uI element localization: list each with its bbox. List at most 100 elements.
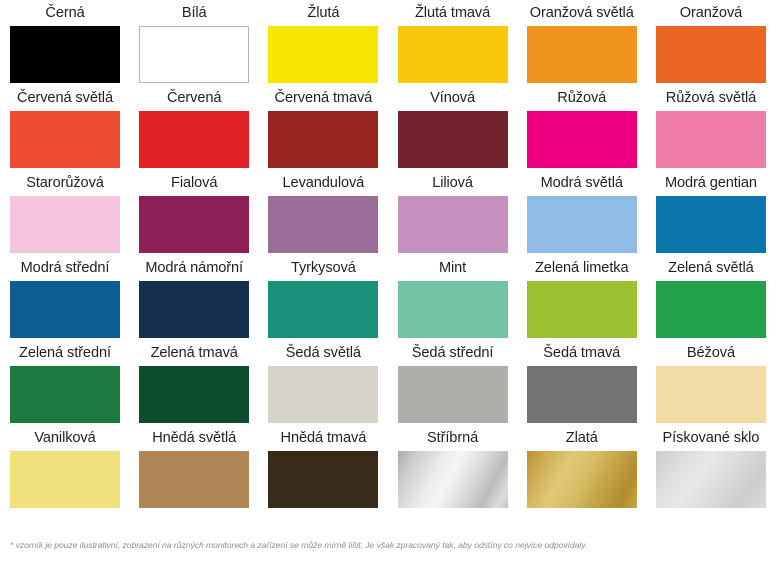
swatch-cell[interactable]: Žlutá — [268, 0, 397, 85]
swatch-label: Červená světlá — [17, 90, 113, 106]
swatch-label: Hnědá světlá — [152, 430, 237, 446]
swatch-cell[interactable]: Modrá střední — [10, 255, 139, 340]
swatch-cell[interactable]: Zelená tmavá — [139, 340, 268, 425]
footnote-text: * vzorník je pouze ilustrativní, zobraze… — [10, 540, 588, 550]
swatch-cell[interactable]: Vínová — [397, 85, 527, 170]
swatch-color-chip[interactable] — [397, 196, 508, 253]
swatch-label: Modrá světlá — [540, 175, 623, 191]
swatch-label: Vínová — [430, 90, 475, 106]
swatch-label: Bílá — [181, 5, 207, 21]
swatch-color-chip[interactable] — [397, 26, 508, 83]
swatch-label: Zelená tmavá — [150, 345, 238, 361]
swatch-label: Mint — [438, 260, 467, 276]
swatch-cell[interactable]: Červená — [139, 85, 268, 170]
swatch-color-chip[interactable] — [268, 111, 379, 168]
swatch-cell[interactable]: Zelená střední — [10, 340, 139, 425]
swatch-label: Oranžová světlá — [529, 5, 634, 21]
swatch-label: Zlatá — [565, 430, 598, 446]
swatch-color-chip[interactable] — [655, 366, 766, 423]
swatch-cell[interactable]: Modrá gentian — [655, 170, 775, 255]
swatch-cell[interactable]: Černá — [10, 0, 139, 85]
swatch-color-chip[interactable] — [397, 451, 508, 508]
swatch-color-chip[interactable] — [10, 366, 120, 423]
swatch-color-chip[interactable] — [268, 26, 379, 83]
swatch-color-chip[interactable] — [397, 281, 508, 338]
swatch-color-chip[interactable] — [526, 366, 637, 423]
swatch-color-chip[interactable] — [10, 451, 120, 508]
swatch-color-chip[interactable] — [139, 196, 250, 253]
swatch-color-chip[interactable] — [655, 26, 766, 83]
swatch-color-chip[interactable] — [139, 281, 250, 338]
swatch-label: Vanilková — [34, 430, 96, 446]
swatch-label: Červená — [166, 90, 222, 106]
swatch-cell[interactable]: Starorůžová — [10, 170, 139, 255]
swatch-label: Béžová — [686, 345, 735, 361]
swatch-cell[interactable]: Oranžová světlá — [526, 0, 656, 85]
swatch-color-chip[interactable] — [397, 366, 508, 423]
swatch-color-chip[interactable] — [268, 451, 379, 508]
swatch-cell[interactable]: Růžová světlá — [655, 85, 775, 170]
swatch-color-chip[interactable] — [139, 26, 250, 83]
swatch-cell[interactable]: Zlatá — [526, 425, 656, 510]
swatch-cell[interactable]: Vanilková — [10, 425, 139, 510]
swatch-label: Oranžová — [679, 5, 743, 21]
swatch-cell[interactable]: Šedá tmavá — [526, 340, 656, 425]
swatch-cell[interactable]: Mint — [397, 255, 527, 340]
swatch-color-chip[interactable] — [526, 111, 637, 168]
swatch-cell[interactable]: Stříbrná — [397, 425, 527, 510]
swatch-color-chip[interactable] — [10, 26, 120, 83]
swatch-cell[interactable]: Hnědá tmavá — [268, 425, 397, 510]
swatch-color-chip[interactable] — [526, 196, 637, 253]
swatch-cell[interactable]: Pískované sklo — [655, 425, 775, 510]
swatch-color-chip[interactable] — [10, 111, 120, 168]
swatch-cell[interactable]: Modrá námořní — [139, 255, 268, 340]
swatch-label: Červená tmavá — [274, 90, 373, 106]
swatch-color-chip[interactable] — [526, 451, 637, 508]
swatch-cell[interactable]: Šedá světlá — [268, 340, 397, 425]
swatch-grid: Černá Bílá Žlutá Žlutá tmavá Oranžová světlá… — [10, 0, 775, 510]
swatch-label: Žlutá tmavá — [414, 5, 491, 21]
swatch-cell[interactable]: Levandulová — [268, 170, 397, 255]
swatch-label: Levandulová — [282, 175, 365, 191]
swatch-color-chip[interactable] — [655, 196, 766, 253]
swatch-cell[interactable]: Červená tmavá — [268, 85, 397, 170]
swatch-label: Růžová světlá — [665, 90, 757, 106]
swatch-cell[interactable]: Červená světlá — [10, 85, 139, 170]
swatch-label: Pískované sklo — [662, 430, 760, 446]
swatch-color-chip[interactable] — [655, 451, 766, 508]
swatch-color-chip[interactable] — [526, 26, 637, 83]
swatch-color-chip[interactable] — [10, 281, 120, 338]
swatch-color-chip[interactable] — [268, 196, 379, 253]
swatch-color-chip[interactable] — [10, 196, 120, 253]
swatch-label: Černá — [45, 5, 85, 21]
swatch-cell[interactable]: Hnědá světlá — [139, 425, 268, 510]
swatch-label: Šedá světlá — [285, 345, 361, 361]
swatch-color-chip[interactable] — [397, 111, 508, 168]
swatch-cell[interactable]: Žlutá tmavá — [397, 0, 527, 85]
swatch-cell[interactable]: Béžová — [655, 340, 775, 425]
swatch-color-chip[interactable] — [139, 451, 250, 508]
swatch-label: Šedá tmavá — [543, 345, 621, 361]
swatch-cell[interactable]: Zelená limetka — [526, 255, 656, 340]
swatch-color-chip[interactable] — [526, 281, 637, 338]
swatch-cell[interactable]: Růžová — [526, 85, 656, 170]
swatch-cell[interactable]: Modrá světlá — [526, 170, 656, 255]
swatch-cell[interactable]: Tyrkysová — [268, 255, 397, 340]
swatch-color-chip[interactable] — [139, 111, 250, 168]
swatch-color-chip[interactable] — [139, 366, 250, 423]
swatch-color-chip[interactable] — [655, 111, 766, 168]
swatch-label: Fialová — [171, 175, 218, 191]
swatch-color-chip[interactable] — [655, 281, 766, 338]
swatch-label: Starorůžová — [26, 175, 104, 191]
swatch-cell[interactable]: Bílá — [139, 0, 268, 85]
swatch-label: Modrá střední — [20, 260, 110, 276]
swatch-cell[interactable]: Oranžová — [655, 0, 775, 85]
swatch-color-chip[interactable] — [268, 366, 379, 423]
swatch-cell[interactable]: Zelená světlá — [655, 255, 775, 340]
swatch-cell[interactable]: Liliová — [397, 170, 527, 255]
swatch-cell[interactable]: Fialová — [139, 170, 268, 255]
swatch-cell[interactable]: Šedá střední — [397, 340, 527, 425]
swatch-color-chip[interactable] — [268, 281, 379, 338]
swatch-label: Šedá střední — [411, 345, 494, 361]
